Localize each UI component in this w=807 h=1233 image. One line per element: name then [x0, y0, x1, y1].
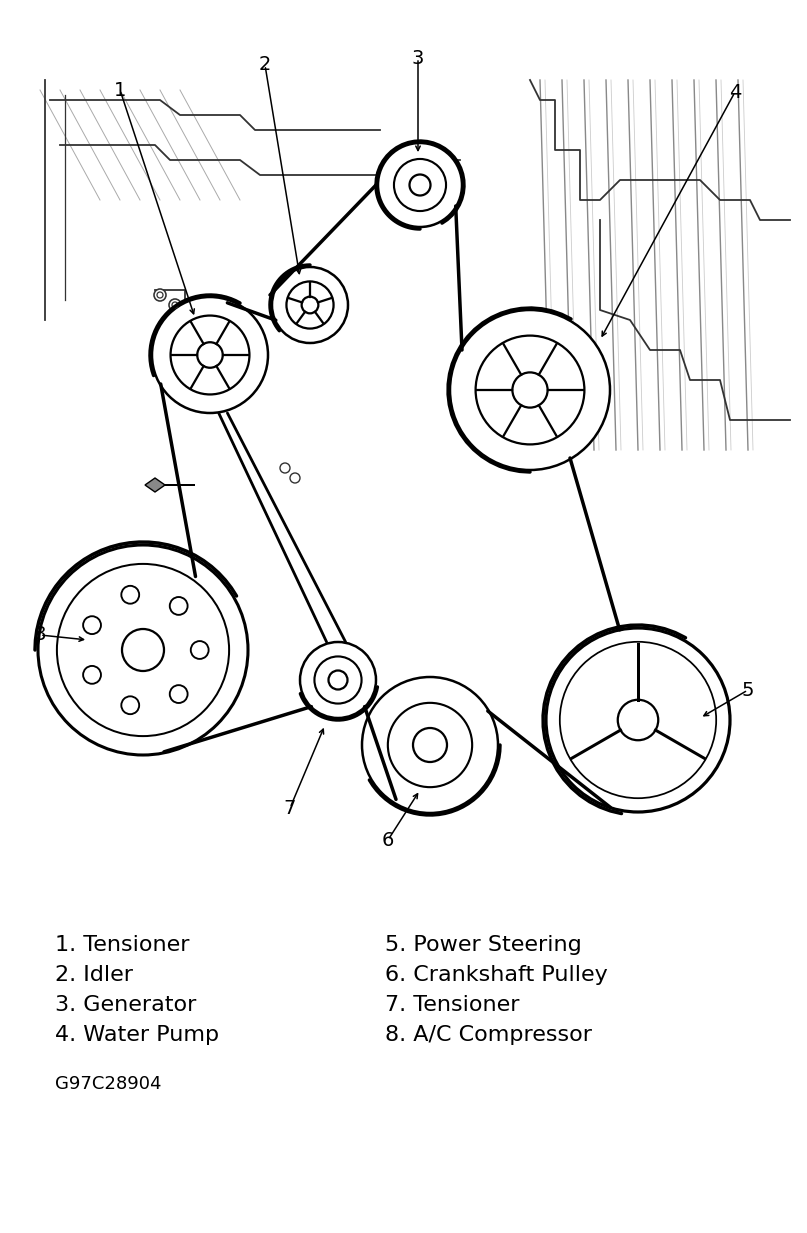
- Text: G97C28904: G97C28904: [55, 1075, 161, 1092]
- Circle shape: [121, 586, 139, 604]
- Circle shape: [152, 297, 268, 413]
- Circle shape: [83, 666, 101, 684]
- Circle shape: [302, 297, 318, 313]
- Text: 1. Tensioner: 1. Tensioner: [55, 935, 190, 956]
- Circle shape: [154, 289, 166, 301]
- Text: 2. Idler: 2. Idler: [55, 965, 133, 985]
- Circle shape: [413, 727, 447, 762]
- Text: 3. Generator: 3. Generator: [55, 995, 196, 1015]
- Circle shape: [197, 343, 223, 367]
- Text: 7. Tensioner: 7. Tensioner: [385, 995, 520, 1015]
- Circle shape: [362, 677, 498, 813]
- Circle shape: [190, 641, 209, 658]
- Circle shape: [172, 302, 178, 308]
- Text: 6. Crankshaft Pulley: 6. Crankshaft Pulley: [385, 965, 608, 985]
- Polygon shape: [145, 478, 195, 492]
- Text: 4: 4: [729, 83, 741, 101]
- Circle shape: [83, 616, 101, 634]
- Circle shape: [169, 298, 181, 311]
- Circle shape: [122, 629, 164, 671]
- Circle shape: [169, 597, 187, 615]
- Text: 8: 8: [34, 625, 46, 645]
- Circle shape: [157, 292, 163, 298]
- Circle shape: [328, 671, 348, 689]
- Circle shape: [38, 545, 248, 755]
- Text: 2: 2: [259, 55, 271, 74]
- Text: 7: 7: [284, 799, 296, 817]
- Text: 8. A/C Compressor: 8. A/C Compressor: [385, 1025, 592, 1046]
- Text: 3: 3: [412, 48, 424, 68]
- Circle shape: [300, 642, 376, 718]
- Text: 1: 1: [114, 80, 126, 100]
- Circle shape: [121, 697, 139, 714]
- Circle shape: [169, 686, 187, 703]
- Circle shape: [546, 628, 730, 813]
- Text: 6: 6: [382, 831, 394, 850]
- Text: 4. Water Pump: 4. Water Pump: [55, 1025, 220, 1046]
- Circle shape: [618, 700, 659, 740]
- Circle shape: [450, 309, 610, 470]
- Circle shape: [290, 473, 300, 483]
- Text: 5: 5: [742, 681, 755, 699]
- Circle shape: [272, 268, 348, 343]
- Circle shape: [378, 143, 462, 227]
- Circle shape: [280, 464, 290, 473]
- Text: 5. Power Steering: 5. Power Steering: [385, 935, 582, 956]
- Circle shape: [409, 175, 430, 196]
- Circle shape: [512, 372, 548, 408]
